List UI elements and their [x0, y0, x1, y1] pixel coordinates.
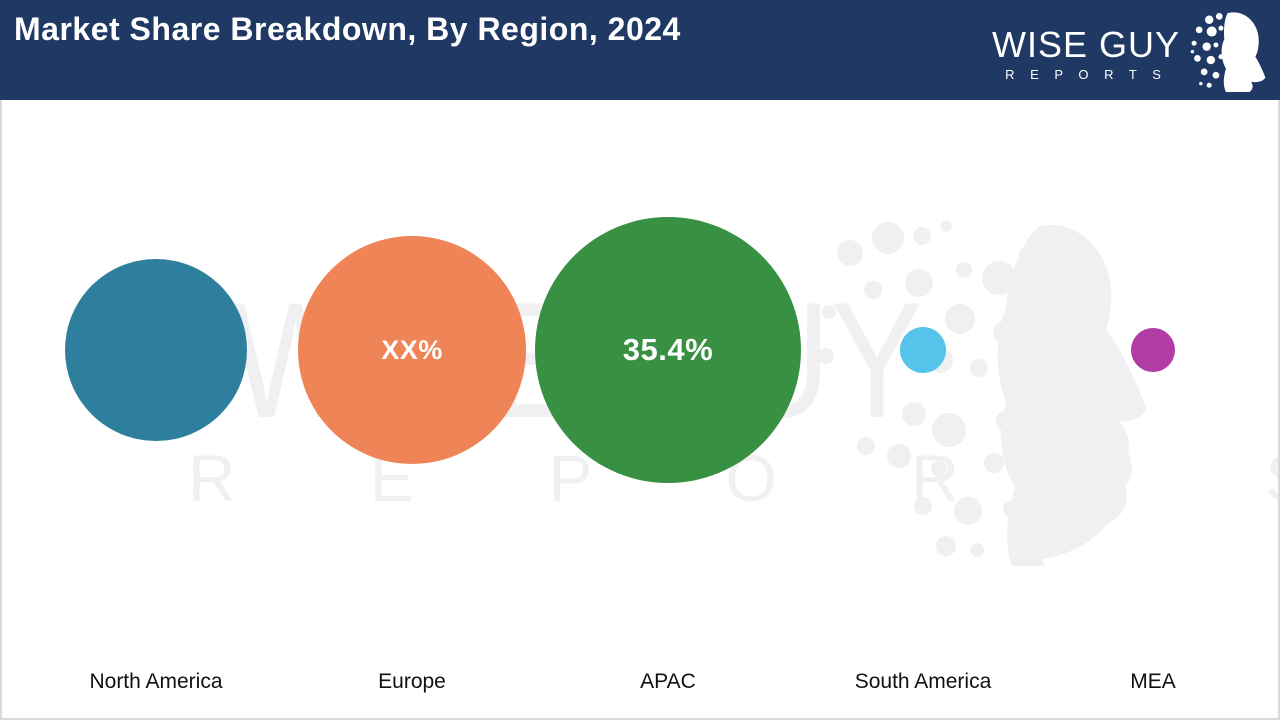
region-label-europe: Europe [378, 670, 446, 693]
wise-guy-head-icon [1190, 12, 1266, 93]
bubble-apac: 35.4% [535, 217, 801, 483]
brand-logo-text: WISE GUY R E P O R T S [992, 24, 1180, 82]
bubble-north-america [65, 259, 247, 441]
brand-logo: WISE GUY R E P O R T S [992, 5, 1268, 95]
bubble-value-europe: XX% [381, 334, 443, 365]
logo-wordmark: WISE GUY [991, 24, 1180, 65]
region-label-apac: APAC [640, 670, 696, 693]
bubble-south-america [900, 327, 946, 373]
chart-area: WISE GUY R E P O R T S North AmericaXX%E… [0, 100, 1280, 720]
region-label-mea: MEA [1130, 670, 1176, 693]
bubble-europe: XX% [298, 236, 526, 464]
region-label-north-america: North America [89, 670, 223, 693]
region-label-south-america: South America [854, 670, 992, 693]
header-bar: Market Share Breakdown, By Region, 2024 … [0, 0, 1280, 100]
bubble-value-apac: 35.4% [622, 332, 714, 367]
bubble-mea [1131, 328, 1175, 372]
page-title: Market Share Breakdown, By Region, 2024 [14, 11, 681, 47]
logo-subtext: R E P O R T S [1005, 67, 1167, 82]
